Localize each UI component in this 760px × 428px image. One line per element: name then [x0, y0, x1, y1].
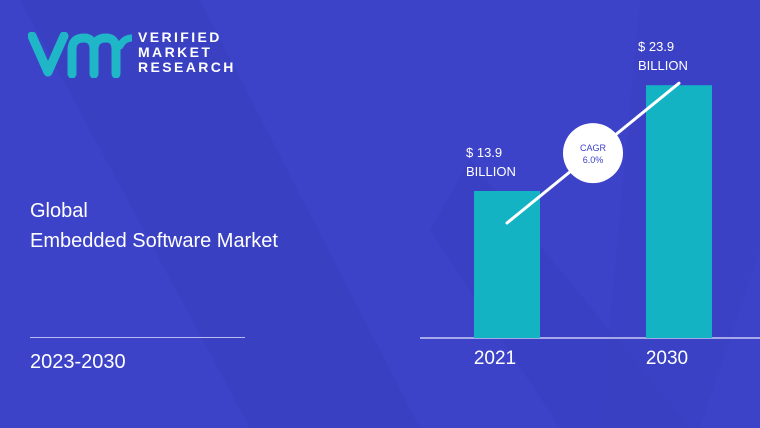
cagr-label: CAGR: [580, 143, 607, 153]
title-line-global: Global: [30, 200, 88, 222]
vmr-logo-icon: [28, 32, 132, 78]
logo-wordmark: VERIFIED MARKET RESEARCH: [138, 30, 236, 75]
data-label-value-2021: $ 13.9: [466, 145, 502, 160]
title-divider: [30, 337, 245, 338]
x-tick-label-2030: 2030: [646, 348, 688, 369]
logo-line-research: RESEARCH: [138, 59, 236, 75]
data-label-value-2030: $ 23.9: [638, 39, 674, 54]
data-label-unit-2021: BILLION: [466, 164, 516, 179]
data-label-unit-2030: BILLION: [638, 58, 688, 73]
x-tick-label-2021: 2021: [474, 348, 516, 369]
cagr-badge: [563, 123, 623, 184]
logo-line-market: MARKET: [138, 44, 213, 60]
logo-line-verified: VERIFIED: [138, 29, 222, 45]
bar-2030: [646, 85, 712, 338]
verified-market-research-logo: VERIFIED MARKET RESEARCH: [28, 30, 238, 80]
title-line-market: Embedded Software Market: [30, 230, 278, 252]
report-title: Global Embedded Software Market: [30, 196, 278, 256]
forecast-period: 2023-2030: [30, 351, 126, 373]
bar-2021: [474, 190, 540, 338]
cagr-value: 6.0%: [583, 155, 604, 165]
